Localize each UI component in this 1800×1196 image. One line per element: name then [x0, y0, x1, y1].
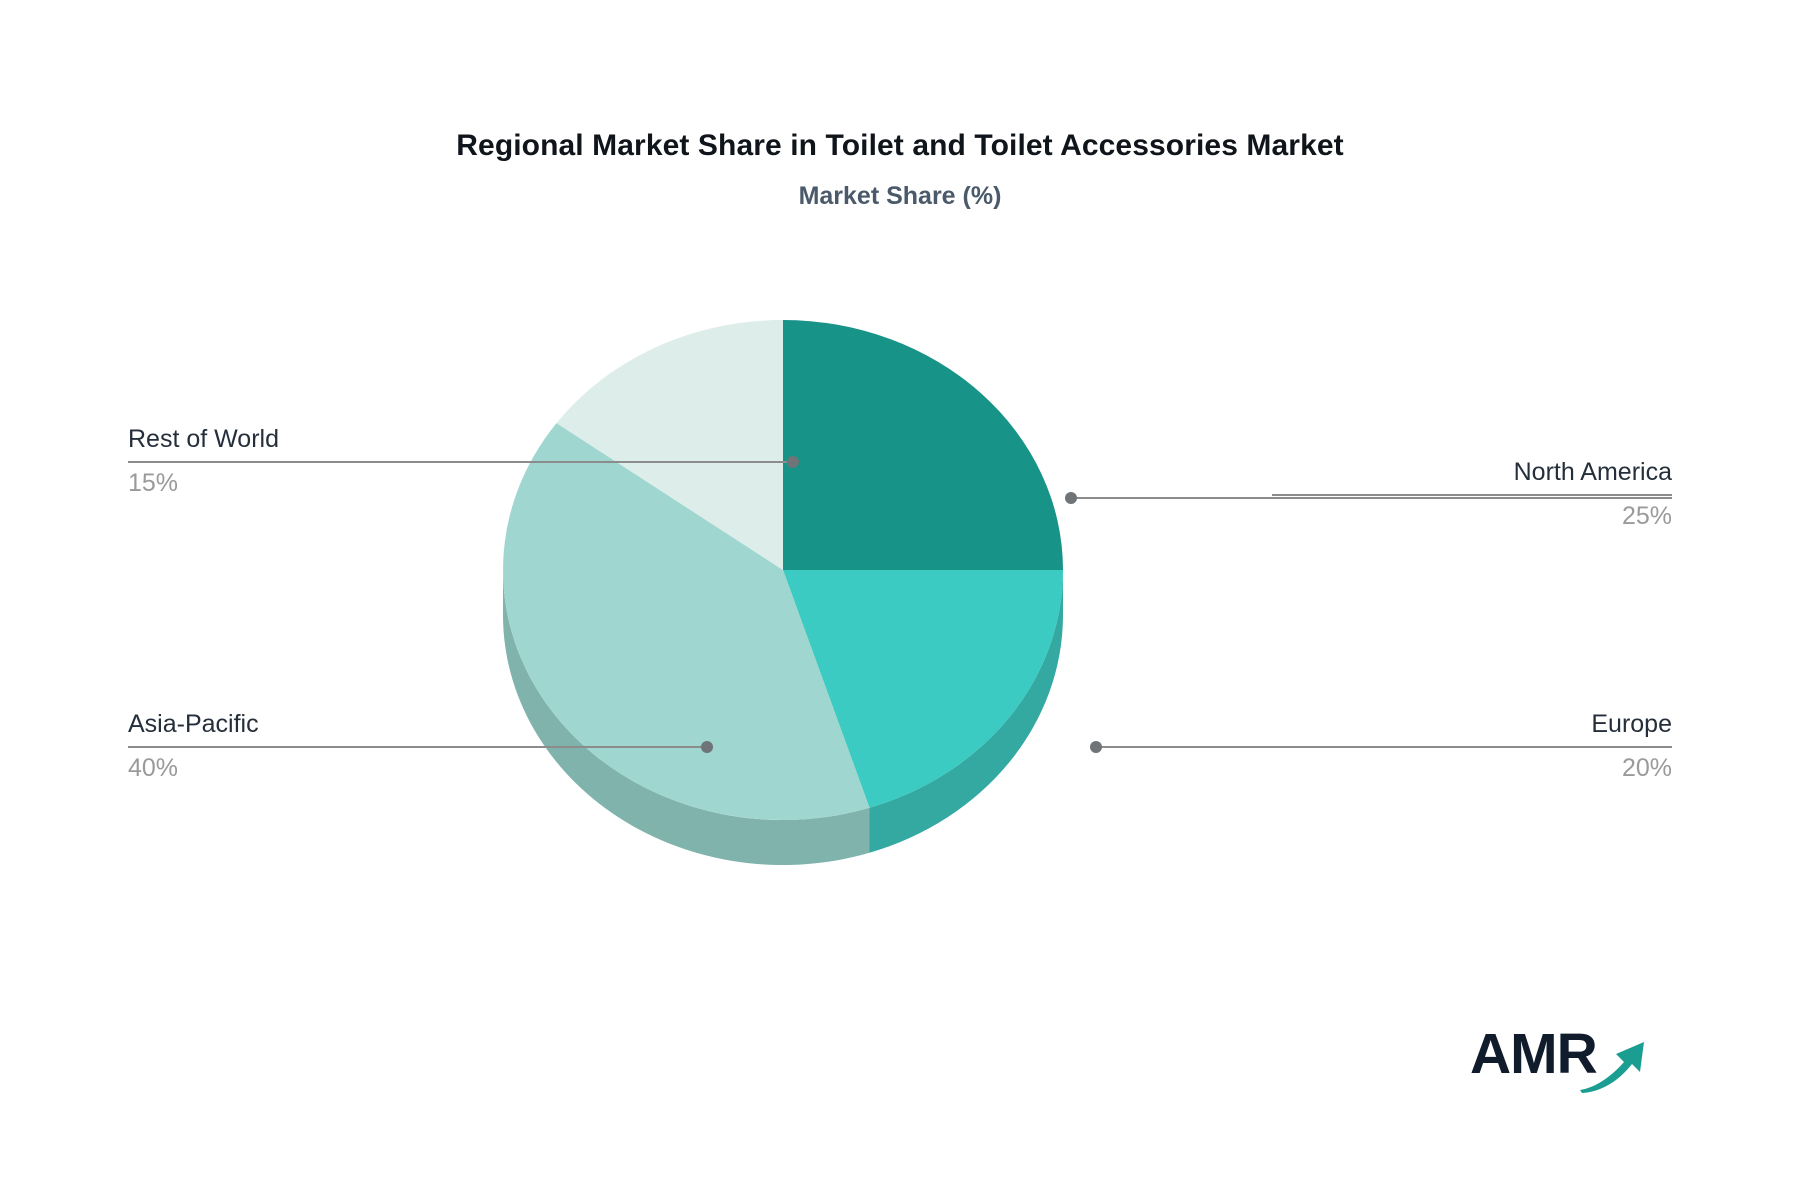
callout-label-asia-pacific: Asia-Pacific: [128, 710, 259, 738]
leader-dot-europe: [1090, 741, 1102, 753]
pie-slices: [503, 320, 1063, 821]
callout-rule-asia-pacific: [128, 745, 528, 748]
amr-logo-text: AMR: [1470, 1022, 1598, 1086]
callout-label-europe: Europe: [1591, 710, 1672, 738]
pie-slice-europe[interactable]: [783, 570, 1063, 808]
callout-rule-north-america: [1272, 493, 1672, 496]
pie-slice-asia-pacific[interactable]: [503, 423, 870, 821]
callout-rule-europe: [1272, 745, 1672, 748]
pie-slice-rest-of-world[interactable]: [556, 320, 784, 570]
callout-asia-pacific: Asia-Pacific 40%: [128, 710, 528, 783]
callout-europe: Europe 20%: [1272, 710, 1672, 783]
callout-north-america: North America 25%: [1272, 458, 1672, 531]
callout-rest-of-world: Rest of World 15%: [128, 425, 528, 498]
callout-value-rest-of-world: 15%: [128, 468, 179, 497]
pie-side-europe: [869, 570, 1063, 853]
callout-label-north-america: North America: [1513, 458, 1672, 486]
callout-label-rest-of-world: Rest of World: [128, 425, 279, 453]
growth-arrow-icon: [1580, 1042, 1644, 1093]
leader-dot-rest-of-world: [787, 456, 799, 468]
chart-title: Regional Market Share in Toilet and Toil…: [456, 129, 1344, 162]
leader-dot-north-america: [1065, 492, 1077, 504]
chart-subtitle: Market Share (%): [798, 182, 1002, 210]
callout-value-north-america: 25%: [1621, 501, 1672, 530]
chart-header: Regional Market Share in Toilet and Toil…: [0, 128, 1800, 211]
pie-3d-side-walls: [503, 570, 1063, 866]
amr-logo: AMR: [1470, 1024, 1650, 1096]
pie-slice-north-america[interactable]: [783, 320, 1063, 570]
callout-value-europe: 20%: [1621, 753, 1672, 782]
pie-side-asia-pacific: [503, 570, 870, 866]
leader-dot-asia-pacific: [701, 741, 713, 753]
callout-value-asia-pacific: 40%: [128, 753, 179, 782]
callout-rule-rest-of-world: [128, 460, 528, 463]
